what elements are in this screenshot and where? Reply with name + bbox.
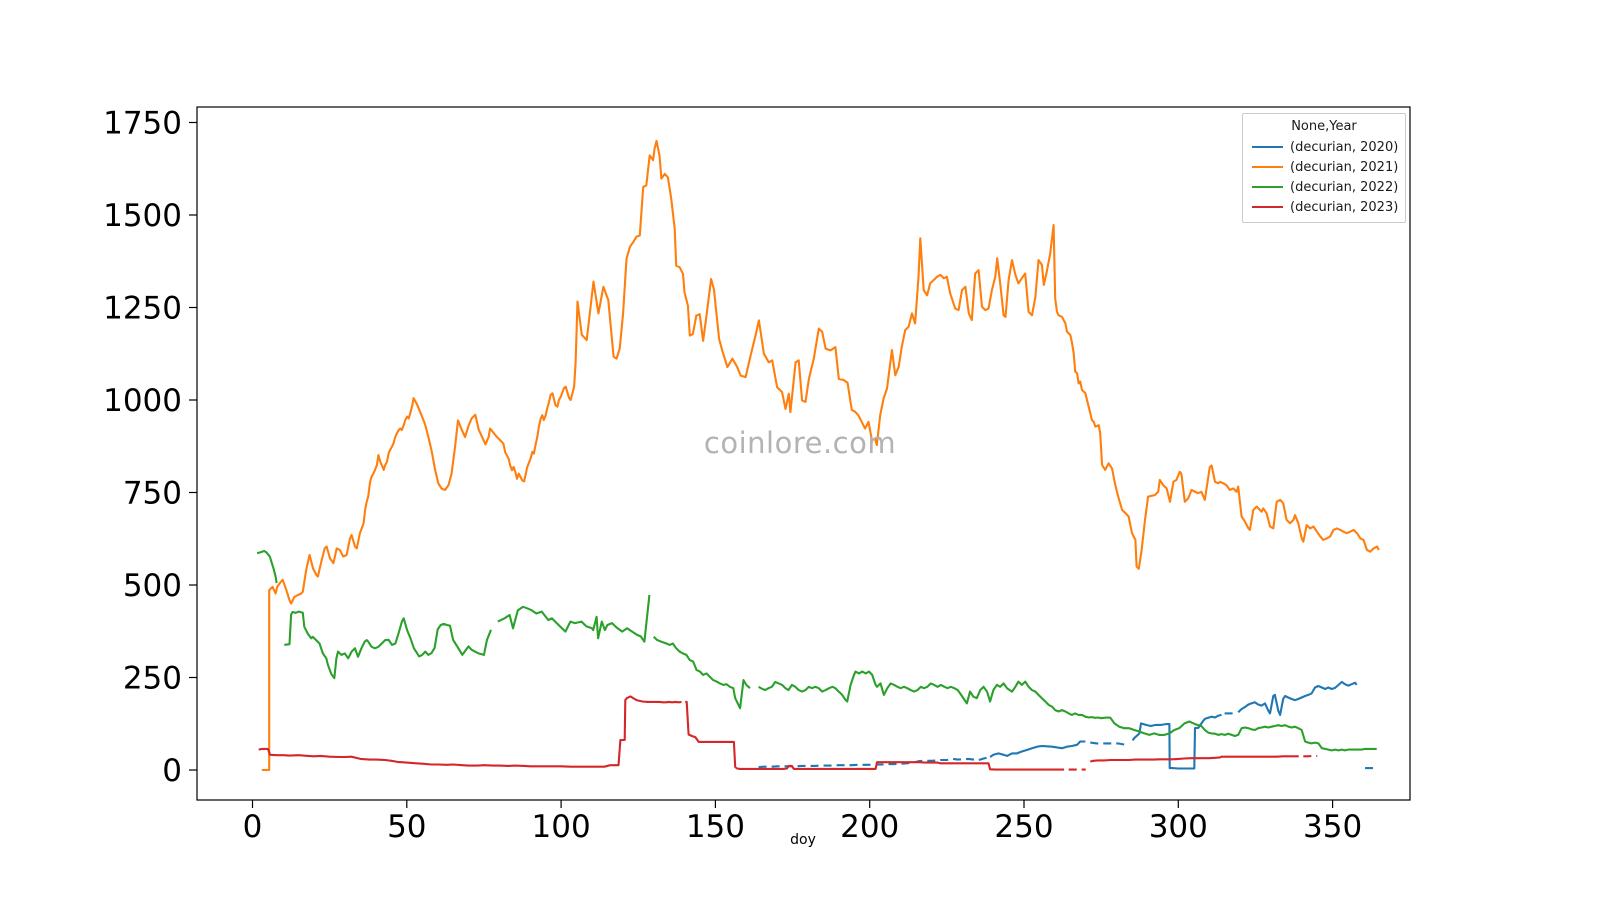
x-tick-label: 150: [686, 809, 745, 845]
y-tick-label: 1000: [103, 383, 182, 419]
series-line-2022: [284, 610, 492, 680]
series-line-2021: [261, 139, 1380, 772]
series-line-2020: [1090, 741, 1127, 746]
x-tick-label: 350: [1303, 809, 1362, 845]
legend-line-swatch: [1252, 166, 1283, 168]
series-line-2020: [1131, 713, 1222, 770]
legend-entry-label: (decurian, 2023): [1290, 199, 1399, 215]
plot-border: [196, 106, 1411, 801]
series-line-2023: [685, 700, 1065, 771]
y-tick-label: 1750: [103, 106, 182, 142]
x-tick-label: 100: [532, 809, 591, 845]
x-tick-label: 0: [243, 809, 263, 845]
series-line-2023: [1090, 755, 1299, 763]
y-tick-label: 250: [123, 661, 182, 697]
x-axis-label: doy: [790, 832, 816, 848]
legend-line-swatch: [1252, 186, 1283, 188]
legend-entry: (decurian, 2021): [1243, 157, 1405, 177]
y-tick-label: 1250: [103, 291, 182, 327]
series-line-2020: [758, 756, 988, 769]
legend-entry: (decurian, 2020): [1243, 137, 1405, 157]
series-line-2022: [497, 594, 651, 643]
legend: None,Year (decurian, 2020) (decurian, 202…: [1242, 113, 1406, 223]
y-tick-label: 1500: [103, 198, 182, 234]
legend-entry-label: (decurian, 2021): [1290, 159, 1399, 175]
y-tick-label: 500: [123, 568, 182, 604]
x-tick-label: 250: [994, 809, 1053, 845]
legend-title: None,Year: [1291, 119, 1357, 134]
legend-line-swatch: [1252, 146, 1283, 148]
series-line-2020: [989, 740, 1086, 758]
series-line-2022: [652, 636, 751, 710]
series-line-2022: [758, 670, 1377, 752]
legend-entry-label: (decurian, 2022): [1290, 179, 1399, 195]
legend-entry-label: (decurian, 2020): [1290, 139, 1399, 155]
legend-line-swatch: [1252, 206, 1283, 208]
legend-entry: (decurian, 2023): [1243, 197, 1405, 217]
series-line-2020: [1237, 680, 1358, 716]
x-tick-label: 200: [840, 809, 899, 845]
series-line-2022: [256, 549, 278, 584]
y-tick-label: 750: [123, 476, 182, 512]
series-line-2023: [258, 695, 682, 768]
legend-entry: (decurian, 2022): [1243, 177, 1405, 197]
watermark: coinlore.com: [703, 426, 897, 460]
y-tick-label: 0: [162, 753, 182, 789]
x-tick-label: 50: [387, 809, 426, 845]
x-tick-label: 300: [1149, 809, 1208, 845]
legend-entries: (decurian, 2020) (decurian, 2021) (decuria…: [1243, 137, 1405, 217]
